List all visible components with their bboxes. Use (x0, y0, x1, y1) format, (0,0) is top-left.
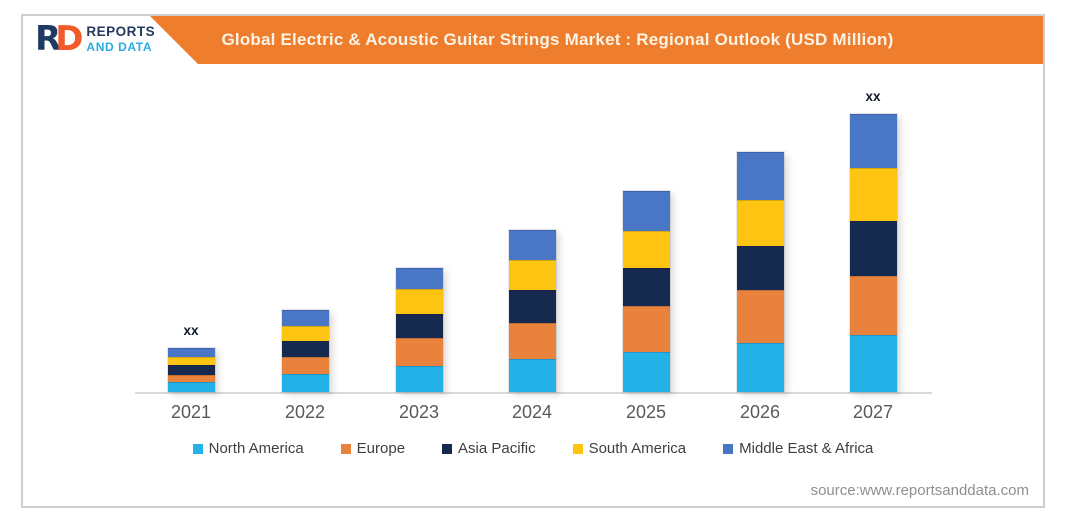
legend-label: North America (208, 440, 304, 457)
legend: North America Europe Asia Pacific South Ame… (23, 440, 1043, 457)
x-axis-label-2027: 2027 (852, 402, 894, 422)
bar-segment-middle-east-africa-2026 (736, 152, 784, 200)
bar-stack-2026 (736, 152, 784, 392)
bar-segment-asia-pacific-2024 (508, 290, 556, 323)
bar-segment-europe-2027 (849, 276, 897, 335)
legend-label: Asia Pacific (458, 440, 536, 457)
bar-segment-middle-east-africa-2023 (395, 268, 443, 289)
bar-stack-2023 (395, 268, 443, 392)
legend-swatch-icon (572, 443, 583, 454)
chart-frame: Global Electric & Acoustic Guitar String… (21, 14, 1045, 508)
legend-item-middle-east-africa: Middle East & Africa (723, 440, 873, 457)
bar-segment-middle-east-africa-2025 (622, 191, 670, 231)
x-axis-line (135, 392, 932, 394)
legend-label: Middle East & Africa (739, 440, 874, 457)
bar-segment-middle-east-africa-2021 (167, 348, 215, 357)
bar-segment-north-america-2022 (281, 374, 329, 392)
bar-segment-south-america-2024 (508, 260, 556, 290)
bar-segment-south-america-2026 (736, 200, 784, 246)
bar-segment-asia-pacific-2026 (736, 246, 784, 290)
bar-segment-europe-2021 (167, 375, 215, 382)
bar-segment-asia-pacific-2027 (849, 221, 897, 276)
bar-segment-north-america-2025 (622, 352, 670, 392)
bar-segment-south-america-2027 (849, 168, 897, 221)
bar-stack-2024 (508, 230, 556, 392)
legend-label: Europe (356, 440, 406, 457)
bar-segment-europe-2024 (508, 323, 556, 359)
title-banner: Global Electric & Acoustic Guitar String… (150, 16, 1043, 64)
bar-segment-middle-east-africa-2022 (281, 310, 329, 326)
bar-segment-middle-east-africa-2024 (508, 230, 556, 260)
legend-swatch-icon (723, 443, 734, 454)
bar-segment-south-america-2021 (167, 357, 215, 365)
x-axis-label-2022: 2022 (284, 402, 326, 422)
logo-wordmark: REPORTS AND DATA (86, 25, 155, 53)
legend-swatch-icon (192, 443, 203, 454)
source-attribution: source:www.reportsanddata.com (810, 482, 1029, 499)
bar-segment-middle-east-africa-2027 (849, 114, 897, 168)
x-axis-label-2021: 2021 (170, 402, 212, 422)
reports-and-data-logo: RD REPORTS AND DATA (35, 22, 155, 56)
bar-segment-asia-pacific-2021 (167, 365, 215, 375)
legend-label: South America (588, 440, 687, 457)
legend-item-south-america: South America (572, 440, 687, 457)
legend-item-asia-pacific: Asia Pacific (442, 440, 536, 457)
bar-segment-north-america-2021 (167, 382, 215, 392)
value-annotation-2021: xx (183, 323, 199, 338)
x-axis-label-2026: 2026 (739, 402, 781, 422)
chart-title: Global Electric & Acoustic Guitar String… (221, 30, 894, 49)
bar-segment-south-america-2023 (395, 289, 443, 314)
bar-segment-north-america-2024 (508, 359, 556, 392)
bar-segment-asia-pacific-2023 (395, 314, 443, 338)
bar-stack-2022 (281, 310, 329, 392)
bar-segment-asia-pacific-2025 (622, 268, 670, 306)
bar-segment-europe-2026 (736, 290, 784, 343)
value-annotation-2027: xx (865, 89, 881, 104)
legend-item-europe: Europe (340, 440, 406, 457)
bar-segment-south-america-2022 (281, 326, 329, 341)
plot-area: xx 2021 2022 2023 2024 2025 2026 xx 2027 (23, 16, 1043, 506)
bar-segment-north-america-2027 (849, 335, 897, 392)
bar-segment-south-america-2025 (622, 231, 670, 268)
bar-stack-2027 (849, 114, 897, 392)
bar-segment-north-america-2026 (736, 343, 784, 392)
x-axis-label-2024: 2024 (511, 402, 553, 422)
legend-item-north-america: North America (192, 440, 304, 457)
x-axis-label-2025: 2025 (625, 402, 667, 422)
bar-segment-north-america-2023 (395, 366, 443, 392)
bar-segment-europe-2023 (395, 338, 443, 366)
bar-stack-2021 (167, 348, 215, 392)
x-axis-label-2023: 2023 (398, 402, 440, 422)
bar-stack-2025 (622, 191, 670, 392)
bar-segment-europe-2025 (622, 306, 670, 352)
legend-swatch-icon (442, 443, 453, 454)
logo-line-reports: REPORTS (86, 24, 156, 40)
legend-swatch-icon (340, 443, 351, 454)
bar-segment-asia-pacific-2022 (281, 341, 329, 357)
bar-segment-europe-2022 (281, 357, 329, 374)
logo-line-and-data: AND DATA (86, 39, 153, 54)
